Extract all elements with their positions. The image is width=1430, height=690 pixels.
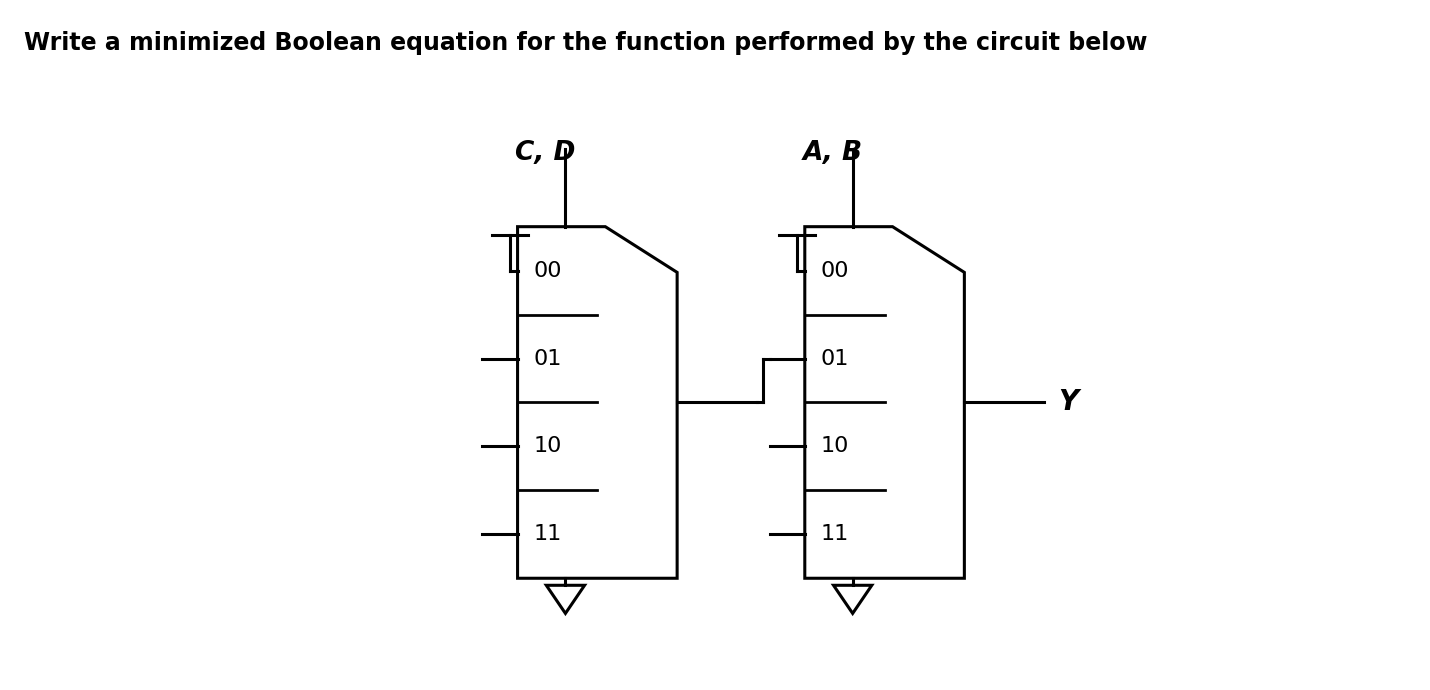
Text: 00: 00 xyxy=(821,261,849,281)
Text: 01: 01 xyxy=(821,348,849,368)
Text: Y: Y xyxy=(1058,388,1078,417)
Text: 11: 11 xyxy=(533,524,562,544)
Text: 00: 00 xyxy=(533,261,562,281)
Text: A, B: A, B xyxy=(802,140,862,166)
Text: 10: 10 xyxy=(533,436,562,456)
Text: Write a minimized Boolean equation for the function performed by the circuit bel: Write a minimized Boolean equation for t… xyxy=(24,30,1147,55)
Text: C, D: C, D xyxy=(515,140,575,166)
Text: 10: 10 xyxy=(821,436,849,456)
Text: 01: 01 xyxy=(533,348,562,368)
Text: 11: 11 xyxy=(821,524,849,544)
